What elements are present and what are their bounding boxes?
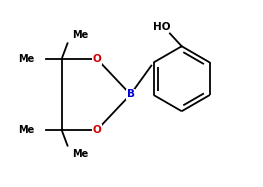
Text: B: B xyxy=(127,90,134,99)
Text: HO: HO xyxy=(153,22,171,32)
Text: Me: Me xyxy=(18,54,34,64)
Text: Me: Me xyxy=(18,125,34,135)
Text: Me: Me xyxy=(72,30,89,40)
Text: O: O xyxy=(93,125,102,135)
Text: Me: Me xyxy=(72,148,89,159)
Text: O: O xyxy=(93,54,102,64)
